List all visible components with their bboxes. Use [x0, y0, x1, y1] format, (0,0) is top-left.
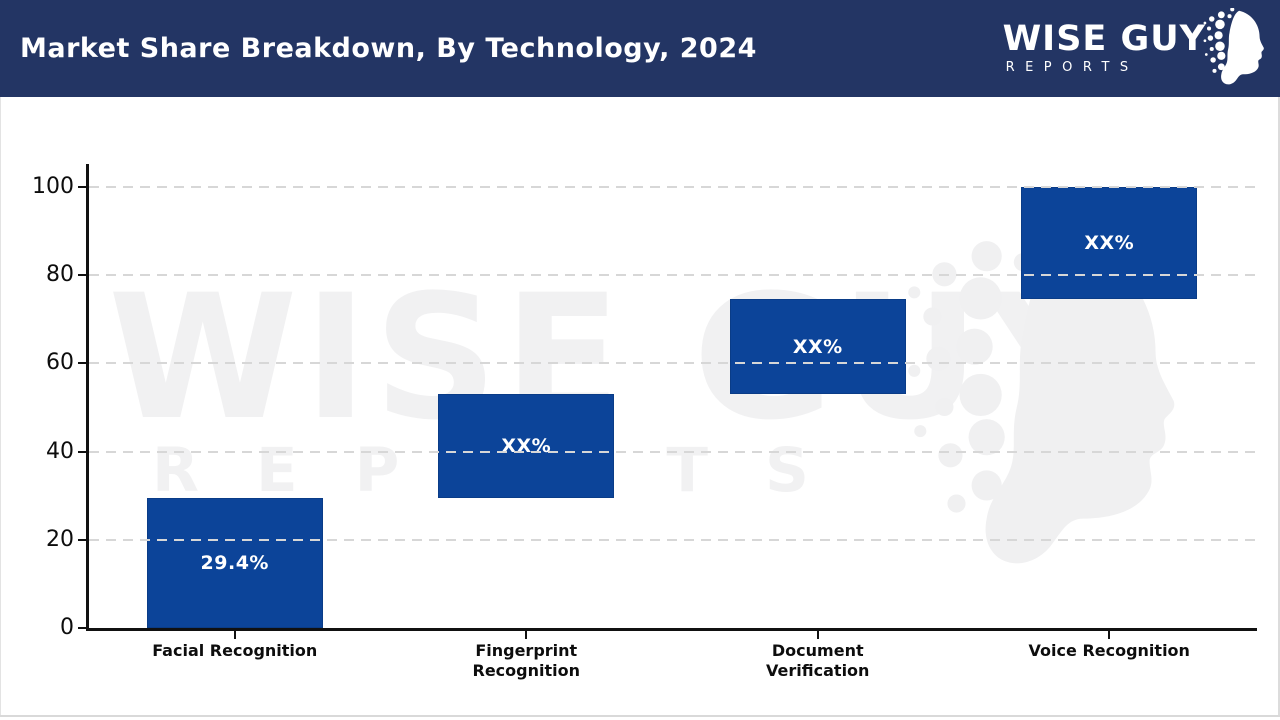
x-axis-label-1: Facial Recognition: [125, 641, 345, 661]
wiseguy-logo: WISE GUY REPORTS: [1003, 5, 1270, 92]
y-tick-label-40: 40: [46, 438, 74, 464]
x-axis-label-line: Facial Recognition: [152, 641, 318, 660]
x-tick-4: [1108, 631, 1111, 639]
x-axis-label-line: Verification: [766, 661, 870, 680]
y-tick-label-100: 100: [32, 174, 74, 199]
left-border: [0, 97, 1, 716]
gridline-20: [89, 538, 1255, 541]
x-axis-label-4: Voice Recognition: [999, 641, 1219, 661]
x-tick-2: [525, 631, 528, 639]
y-tick-label-80: 80: [46, 262, 74, 288]
x-axis-label-3: Document Verification: [708, 641, 928, 681]
y-tick-20: [78, 538, 86, 541]
gridline-40: [89, 450, 1255, 453]
bar-value-label: XX%: [501, 435, 552, 458]
x-axis-line: [86, 628, 1257, 631]
x-axis-label-2: Fingerprint Recognition: [416, 641, 636, 681]
gridline-80: [89, 274, 1255, 277]
x-tick-1: [233, 631, 236, 639]
y-axis-line: [86, 164, 89, 631]
x-axis-label-line: Document: [771, 641, 864, 660]
logo-wiseguy-label: WISE GUY: [1002, 18, 1206, 59]
right-border: [1278, 97, 1280, 716]
y-tick-100: [78, 186, 86, 188]
page-title: Market Share Breakdown, By Technology, 2…: [20, 33, 757, 64]
logo-reports-label: REPORTS: [1005, 59, 1139, 75]
x-axis-label-line: Recognition: [472, 661, 581, 680]
y-tick-label-60: 60: [46, 350, 74, 376]
y-tick-0: [78, 627, 86, 629]
x-axis-label-line: Voice Recognition: [1028, 641, 1190, 660]
y-tick-60: [78, 362, 86, 365]
bar-4: XX%: [1021, 187, 1198, 300]
x-tick-3: [816, 631, 819, 639]
x-axis-label-line: Fingerprint: [475, 641, 578, 660]
wiseguy-head-icon: [1203, 7, 1264, 84]
bar-2: XX%: [438, 394, 615, 499]
bottom-border: [0, 715, 1280, 717]
y-tick-40: [78, 450, 86, 453]
bar-1: 29.4%: [146, 498, 323, 628]
gridline-100: [89, 186, 1255, 188]
bar-3: XX%: [729, 299, 906, 395]
bar-value-label: XX%: [1084, 232, 1135, 255]
watermark-head-icon: [908, 226, 1175, 564]
bar-value-label: XX%: [792, 335, 843, 358]
y-tick-label-20: 20: [46, 526, 74, 552]
gridline-60: [89, 362, 1255, 365]
y-tick-80: [78, 274, 86, 277]
bar-value-label: 29.4%: [200, 552, 269, 575]
y-tick-label-0: 0: [60, 615, 74, 640]
header-bar: Market Share Breakdown, By Technology, 2…: [0, 0, 1280, 97]
wiseguy-logo-text: WISE GUY REPORTS: [1003, 20, 1206, 78]
